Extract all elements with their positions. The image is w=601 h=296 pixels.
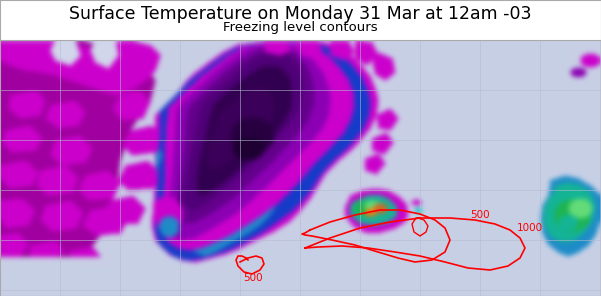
Bar <box>0 0 601 40</box>
Text: 500: 500 <box>243 273 263 283</box>
Text: Surface Temperature on Monday 31 Mar at 12am -03: Surface Temperature on Monday 31 Mar at … <box>69 5 532 23</box>
Text: 500: 500 <box>470 210 490 220</box>
Text: 1000: 1000 <box>517 223 543 233</box>
Text: Freezing level contours: Freezing level contours <box>223 22 378 35</box>
